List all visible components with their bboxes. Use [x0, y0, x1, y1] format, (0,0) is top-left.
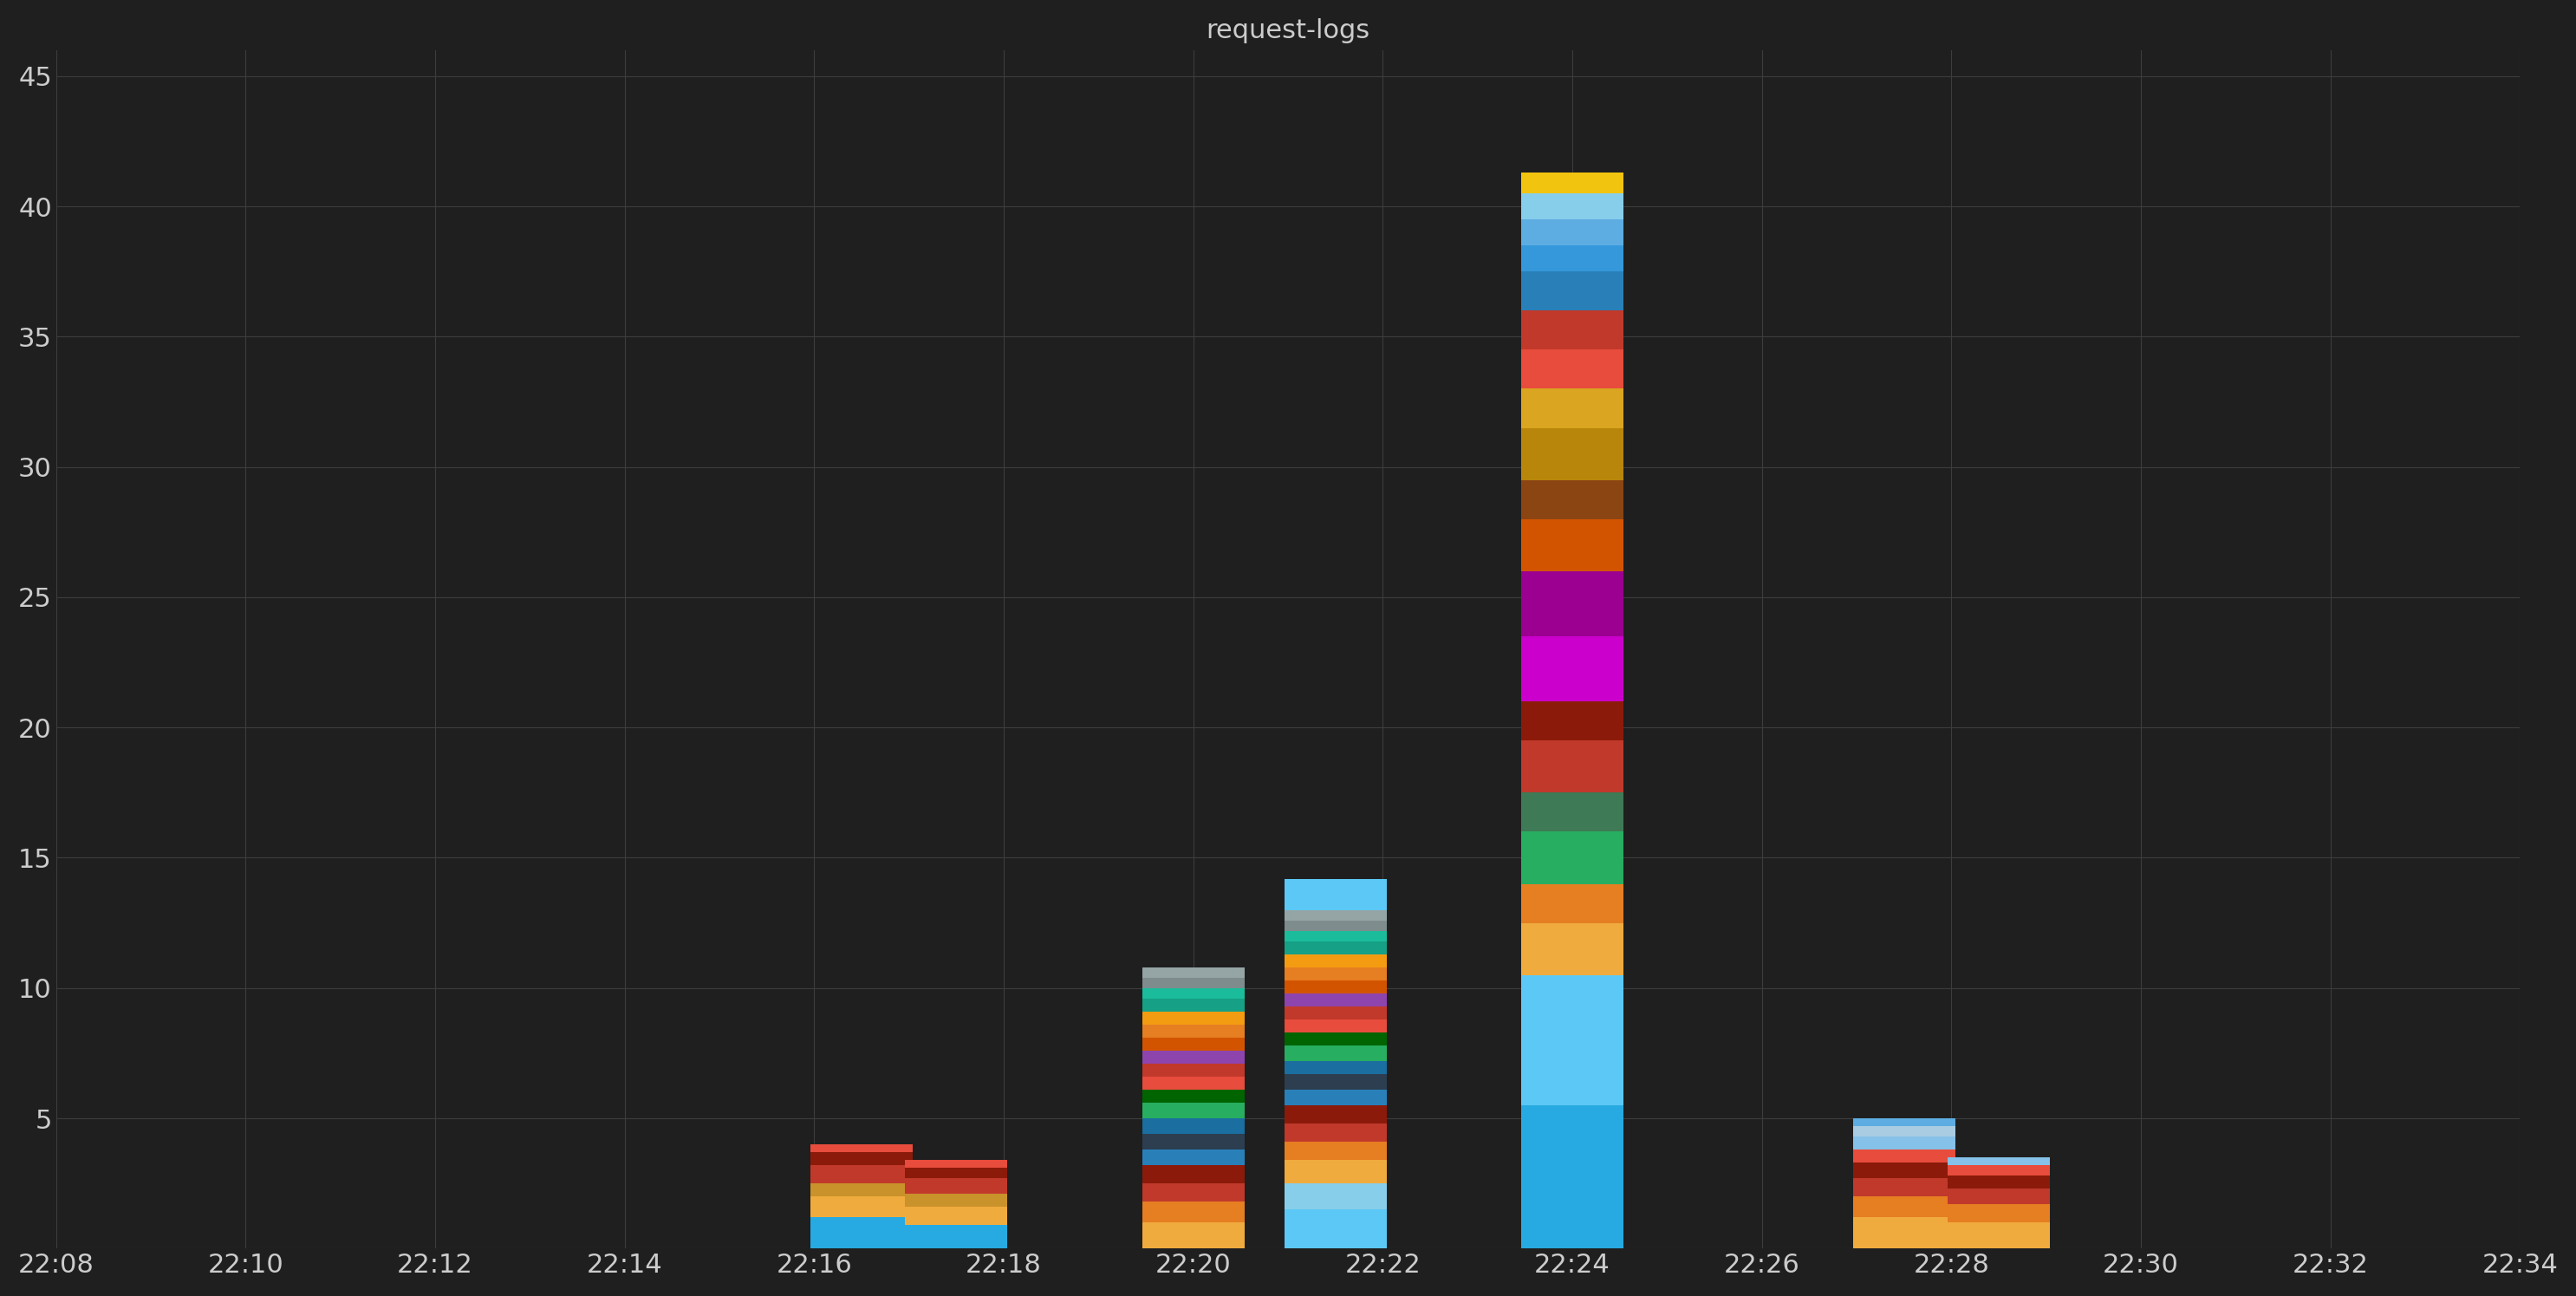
Bar — [1520, 1105, 1623, 1248]
Bar — [1852, 1178, 1955, 1196]
Bar — [1520, 219, 1623, 245]
Bar — [1141, 988, 1244, 998]
Bar — [1947, 1157, 2050, 1165]
Bar — [1285, 941, 1386, 954]
Bar — [1520, 884, 1623, 923]
Bar — [1520, 480, 1623, 518]
Bar — [1285, 1183, 1386, 1209]
Bar — [1852, 1118, 1955, 1126]
Bar — [1141, 1201, 1244, 1222]
Bar — [1141, 1103, 1244, 1118]
Bar — [1141, 1064, 1244, 1077]
Bar — [811, 1183, 912, 1196]
Bar — [1947, 1188, 2050, 1204]
Bar — [1141, 977, 1244, 988]
Bar — [1285, 1209, 1386, 1248]
Bar — [1947, 1165, 2050, 1175]
Bar — [1141, 967, 1244, 977]
Bar — [1947, 1204, 2050, 1222]
Bar — [1285, 967, 1386, 980]
Bar — [1852, 1217, 1955, 1248]
Bar — [811, 1196, 912, 1217]
Bar — [1520, 793, 1623, 832]
Bar — [811, 1144, 912, 1152]
Bar — [1520, 389, 1623, 428]
Bar — [1520, 923, 1623, 975]
Bar — [1520, 572, 1623, 636]
Bar — [1285, 1124, 1386, 1142]
Bar — [1141, 1222, 1244, 1248]
Bar — [1520, 172, 1623, 193]
Bar — [1285, 910, 1386, 920]
Bar — [904, 1160, 1007, 1168]
Bar — [1285, 931, 1386, 941]
Bar — [1520, 740, 1623, 793]
Bar — [1285, 954, 1386, 967]
Bar — [1141, 1165, 1244, 1183]
Bar — [1285, 879, 1386, 910]
Bar — [1852, 1137, 1955, 1150]
Bar — [904, 1194, 1007, 1207]
Bar — [1520, 193, 1623, 219]
Bar — [1285, 1061, 1386, 1074]
Bar — [1285, 1105, 1386, 1124]
Bar — [1141, 1090, 1244, 1103]
Bar — [1141, 1038, 1244, 1051]
Bar — [1141, 1183, 1244, 1201]
Bar — [1141, 1025, 1244, 1038]
Bar — [1520, 245, 1623, 271]
Bar — [1285, 1090, 1386, 1105]
Bar — [904, 1168, 1007, 1178]
Bar — [1520, 271, 1623, 311]
Bar — [1520, 701, 1623, 740]
Bar — [904, 1178, 1007, 1194]
Bar — [904, 1207, 1007, 1225]
Bar — [1141, 1134, 1244, 1150]
Bar — [1852, 1163, 1955, 1178]
Bar — [1285, 1033, 1386, 1046]
Bar — [1141, 1118, 1244, 1134]
Bar — [1285, 980, 1386, 993]
Bar — [1141, 1150, 1244, 1165]
Bar — [1520, 636, 1623, 701]
Bar — [1285, 1046, 1386, 1061]
Bar — [1285, 993, 1386, 1006]
Bar — [1285, 1160, 1386, 1183]
Bar — [811, 1217, 912, 1248]
Title: request-logs: request-logs — [1206, 18, 1370, 43]
Bar — [811, 1152, 912, 1165]
Bar — [1285, 1019, 1386, 1033]
Bar — [904, 1225, 1007, 1248]
Bar — [1520, 975, 1623, 1105]
Bar — [1285, 1142, 1386, 1160]
Bar — [1947, 1222, 2050, 1248]
Bar — [1285, 920, 1386, 931]
Bar — [1520, 518, 1623, 572]
Bar — [1852, 1196, 1955, 1217]
Bar — [1852, 1150, 1955, 1163]
Bar — [811, 1165, 912, 1183]
Bar — [1141, 1051, 1244, 1064]
Bar — [1520, 350, 1623, 389]
Bar — [1520, 428, 1623, 480]
Bar — [1141, 998, 1244, 1011]
Bar — [1285, 1074, 1386, 1090]
Bar — [1852, 1126, 1955, 1137]
Bar — [1285, 1006, 1386, 1019]
Bar — [1520, 832, 1623, 884]
Bar — [1141, 1077, 1244, 1090]
Bar — [1141, 1011, 1244, 1025]
Bar — [1947, 1175, 2050, 1188]
Bar — [1520, 311, 1623, 350]
